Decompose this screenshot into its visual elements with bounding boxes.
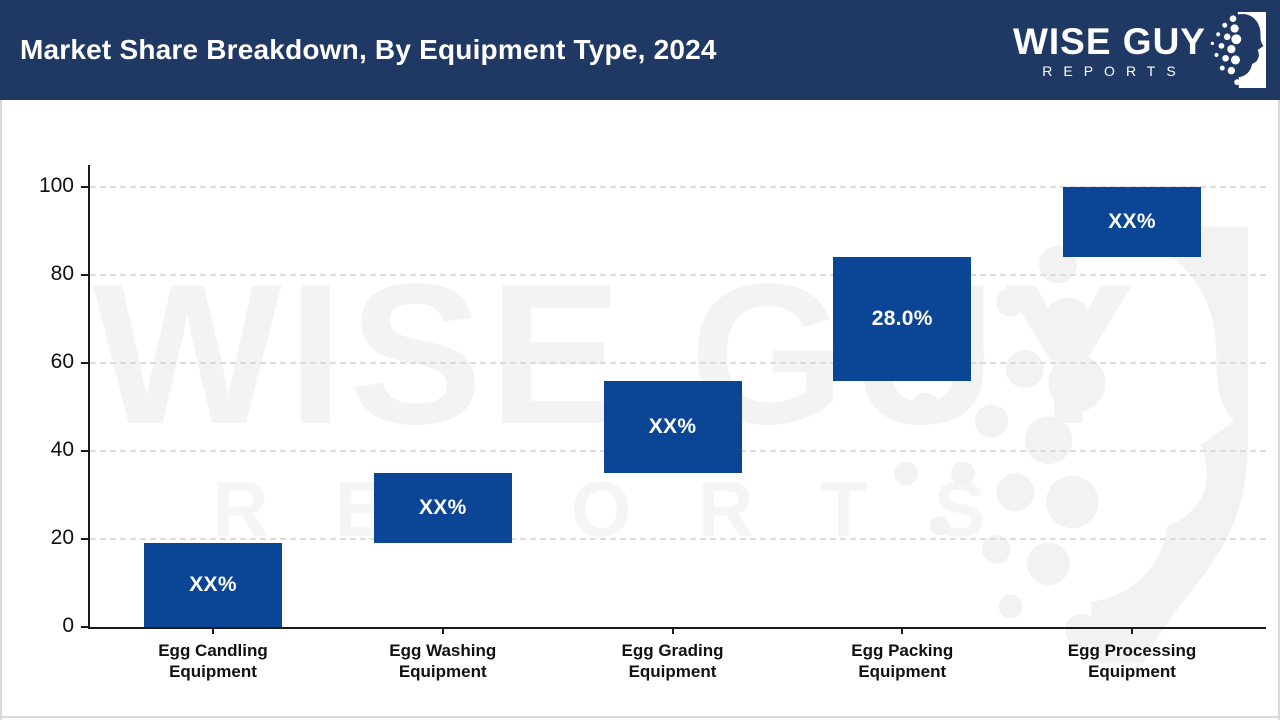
bar-egg-processing-equipment: XX% xyxy=(1063,187,1201,258)
gridline-100 xyxy=(90,186,1266,188)
y-tick-label: 80 xyxy=(50,262,74,285)
gridline-20 xyxy=(90,538,1266,540)
plot: 0 20 40 60 80 100 XX% Egg Candling Equipment XX% E… xyxy=(2,100,1280,720)
bar-value-label: XX% xyxy=(1108,210,1156,234)
x-tick xyxy=(671,627,674,634)
bar-egg-grading-equipment: XX% xyxy=(603,380,742,473)
bottom-divider xyxy=(2,716,1280,718)
logo-wordmark: WISE GUY REPORTS xyxy=(1012,20,1206,79)
x-tick xyxy=(1131,627,1133,634)
y-tick xyxy=(81,626,88,628)
bar-value-label: 28.0% xyxy=(871,306,933,330)
chart-area: WISE GUY REPORTS 0 20 40 60 80 100 XX% Egg Cand… xyxy=(0,100,1280,720)
bar-egg-candling-equipment: XX% xyxy=(144,543,282,627)
y-tick xyxy=(81,450,88,452)
y-tick xyxy=(81,186,88,188)
bar-value-label: XX% xyxy=(418,496,467,520)
y-tick xyxy=(81,274,88,276)
x-tick xyxy=(441,627,444,634)
bar-egg-packing-equipment: 28.0% xyxy=(833,257,972,381)
y-tick-label: 60 xyxy=(50,350,74,373)
y-tick xyxy=(81,538,88,540)
bar-egg-washing-equipment: XX% xyxy=(373,473,512,544)
x-tick xyxy=(212,627,214,634)
x-axis xyxy=(88,627,1266,629)
x-tick xyxy=(901,627,904,634)
gridline-80 xyxy=(90,274,1266,276)
header-banner: Market Share Breakdown, By Equipment Typ… xyxy=(0,0,1280,100)
x-category-label: Egg Candling Equipment xyxy=(158,641,268,681)
gridline-60 xyxy=(90,362,1266,364)
x-category-label: Egg Washing Equipment xyxy=(389,641,497,681)
logo-head-icon xyxy=(1210,12,1266,88)
y-axis xyxy=(88,165,90,629)
x-category-label: Egg Packing Equipment xyxy=(851,641,954,681)
y-tick xyxy=(81,362,88,364)
bar-value-label: XX% xyxy=(189,573,237,597)
logo-wordmark-line1: WISE GUY xyxy=(1012,20,1206,62)
y-tick-label: 100 xyxy=(38,174,74,197)
logo-wordmark-line2: REPORTS xyxy=(1042,62,1187,79)
y-tick-label: 40 xyxy=(50,438,74,461)
y-tick-label: 0 xyxy=(62,614,74,637)
chart-title: Market Share Breakdown, By Equipment Typ… xyxy=(20,34,717,65)
y-tick-label: 20 xyxy=(50,526,74,549)
wiseguy-logo: WISE GUY REPORTS xyxy=(1013,12,1266,88)
bar-value-label: XX% xyxy=(648,414,697,438)
x-category-label: Egg Processing Equipment xyxy=(1067,641,1197,681)
x-category-label: Egg Grading Equipment xyxy=(621,641,724,681)
